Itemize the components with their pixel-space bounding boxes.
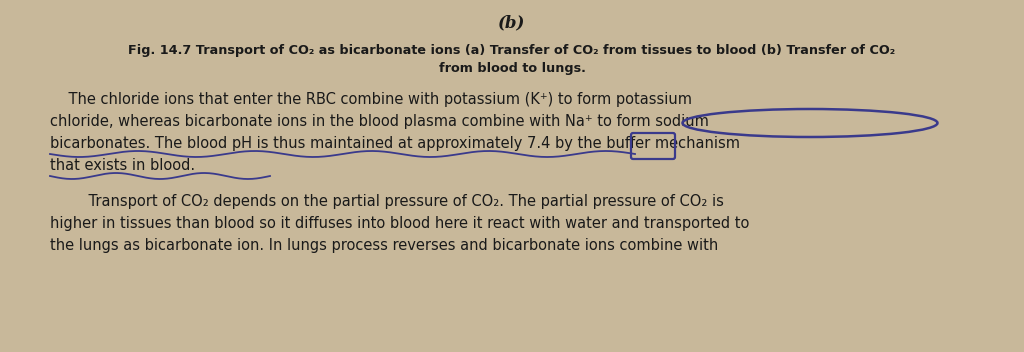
Text: that exists in blood.: that exists in blood. <box>50 158 196 173</box>
Text: higher in tissues than blood so it diffuses into blood here it react with water : higher in tissues than blood so it diffu… <box>50 216 750 231</box>
Text: Transport of CO₂ depends on the partial pressure of CO₂. The partial pressure of: Transport of CO₂ depends on the partial … <box>70 194 724 209</box>
Text: bicarbonates. The blood pH is thus maintained at approximately 7.4 by the buffer: bicarbonates. The blood pH is thus maint… <box>50 136 740 151</box>
Text: the lungs as bicarbonate ion. In lungs process reverses and bicarbonate ions com: the lungs as bicarbonate ion. In lungs p… <box>50 238 718 253</box>
Text: from blood to lungs.: from blood to lungs. <box>438 62 586 75</box>
Text: chloride, whereas bicarbonate ions in the blood plasma combine with Na⁺ to form : chloride, whereas bicarbonate ions in th… <box>50 114 709 129</box>
Text: The chloride ions that enter the RBC combine with potassium (K⁺) to form potassi: The chloride ions that enter the RBC com… <box>50 92 692 107</box>
Text: Fig. 14.7 Transport of CO₂ as bicarbonate ions (a) Transfer of CO₂ from tissues : Fig. 14.7 Transport of CO₂ as bicarbonat… <box>128 44 896 57</box>
Text: (b): (b) <box>499 14 525 31</box>
